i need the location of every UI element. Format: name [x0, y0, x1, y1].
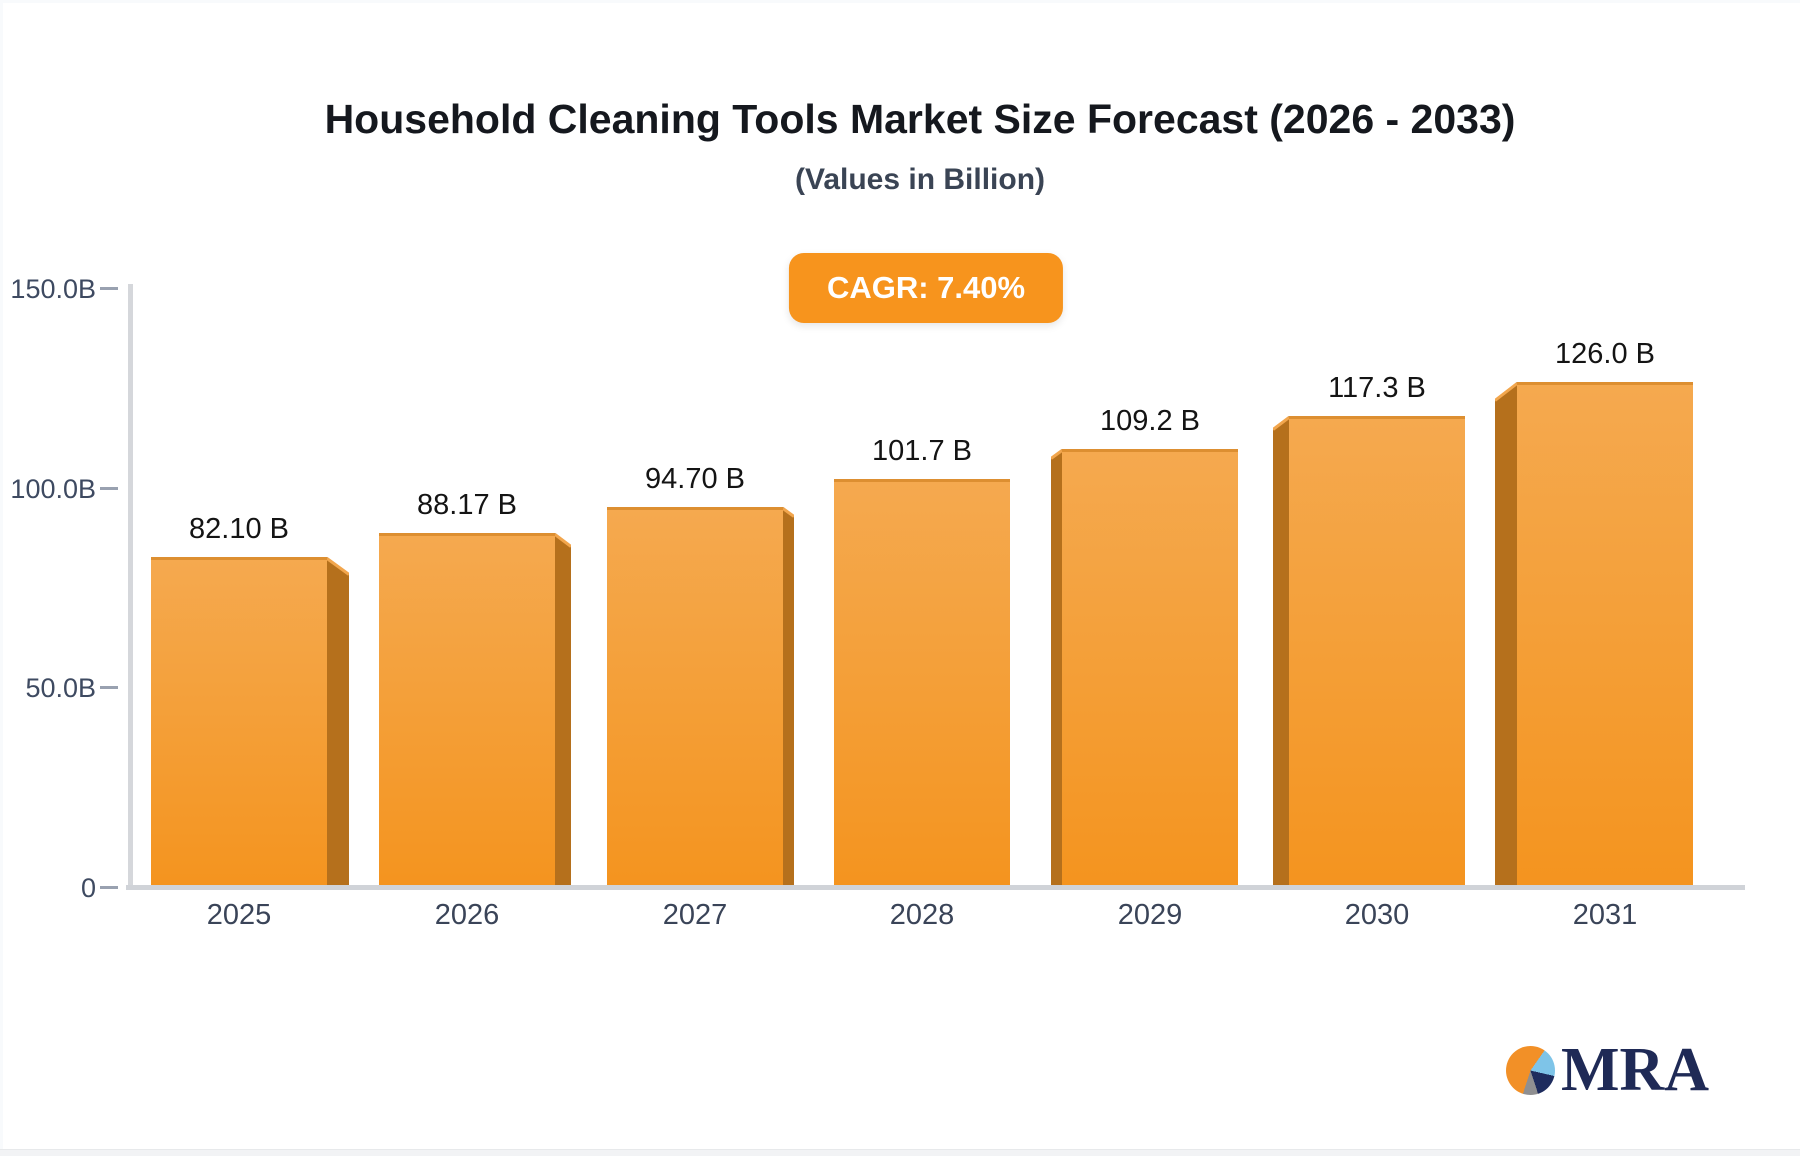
bar-2030[interactable]: 117.3 B — [1273, 372, 1465, 885]
bar-value-label: 82.10 B — [189, 513, 289, 545]
bar-side-3d — [1495, 382, 1517, 885]
bar-2029[interactable]: 109.2 B — [1051, 405, 1238, 885]
bar-side-3d — [783, 507, 794, 885]
page-frame-left — [0, 0, 3, 1156]
y-axis-tick-label: 50.0B — [25, 673, 96, 703]
x-axis-label: 2027 — [662, 899, 728, 931]
bar-value-label: 126.0 B — [1555, 338, 1655, 370]
bar-face — [607, 507, 783, 885]
bar-2028[interactable]: 101.7 B — [834, 435, 1010, 885]
cagr-badge: CAGR: 7.40% — [788, 253, 1064, 323]
x-axis-label: 2031 — [1572, 899, 1638, 931]
bar-side-3d — [1051, 449, 1062, 885]
y-axis-tick-label: 0 — [80, 873, 96, 903]
brand-logo-text: MRA — [1561, 1035, 1710, 1104]
y-axis-tick — [100, 886, 118, 889]
chart-title: Household Cleaning Tools Market Size For… — [324, 96, 1516, 142]
x-axis-label: 2028 — [889, 899, 955, 931]
bar-value-label: 117.3 B — [1328, 372, 1426, 404]
pie-chart-logo-icon — [1506, 1045, 1555, 1095]
bar-2027[interactable]: 94.70 B — [607, 463, 794, 885]
x-axis-label: 2029 — [1117, 899, 1183, 931]
y-axis-tick — [100, 287, 118, 290]
bar-value-label: 101.7 B — [872, 435, 972, 467]
x-axis-label: 2025 — [206, 899, 272, 931]
bar-2026[interactable]: 88.17 B — [379, 489, 571, 885]
bar-face — [1062, 449, 1238, 885]
x-axis-baseline — [126, 885, 1745, 890]
y-axis-line — [128, 284, 133, 886]
bar-face — [834, 479, 1010, 885]
bar-face — [1289, 416, 1465, 885]
y-axis-tick-label: 100.0B — [10, 474, 96, 504]
bar-value-label: 94.70 B — [645, 463, 745, 495]
bar-side-3d — [555, 533, 571, 885]
y-axis-tick-label: 150.0B — [10, 274, 96, 304]
bar-side-3d — [1273, 416, 1289, 885]
y-axis-tick — [100, 487, 118, 490]
x-axis-label: 2030 — [1344, 899, 1410, 931]
y-axis-tick — [100, 686, 118, 689]
chart-subtitle: (Values in Billion) — [794, 163, 1046, 196]
brand-logo: MRA — [1506, 1035, 1710, 1104]
page-frame-bottom — [0, 1149, 1800, 1156]
bar-side-3d — [327, 557, 349, 885]
bar-value-label: 109.2 B — [1100, 405, 1200, 437]
bar-face — [151, 557, 327, 885]
bar-2031[interactable]: 126.0 B — [1495, 338, 1693, 885]
x-axis-label: 2026 — [434, 899, 500, 931]
page-frame-top — [0, 0, 1800, 3]
bar-face — [1517, 382, 1693, 885]
bar-value-label: 88.17 B — [417, 489, 517, 521]
bar-2025[interactable]: 82.10 B — [151, 513, 349, 885]
bar-face — [379, 533, 555, 885]
